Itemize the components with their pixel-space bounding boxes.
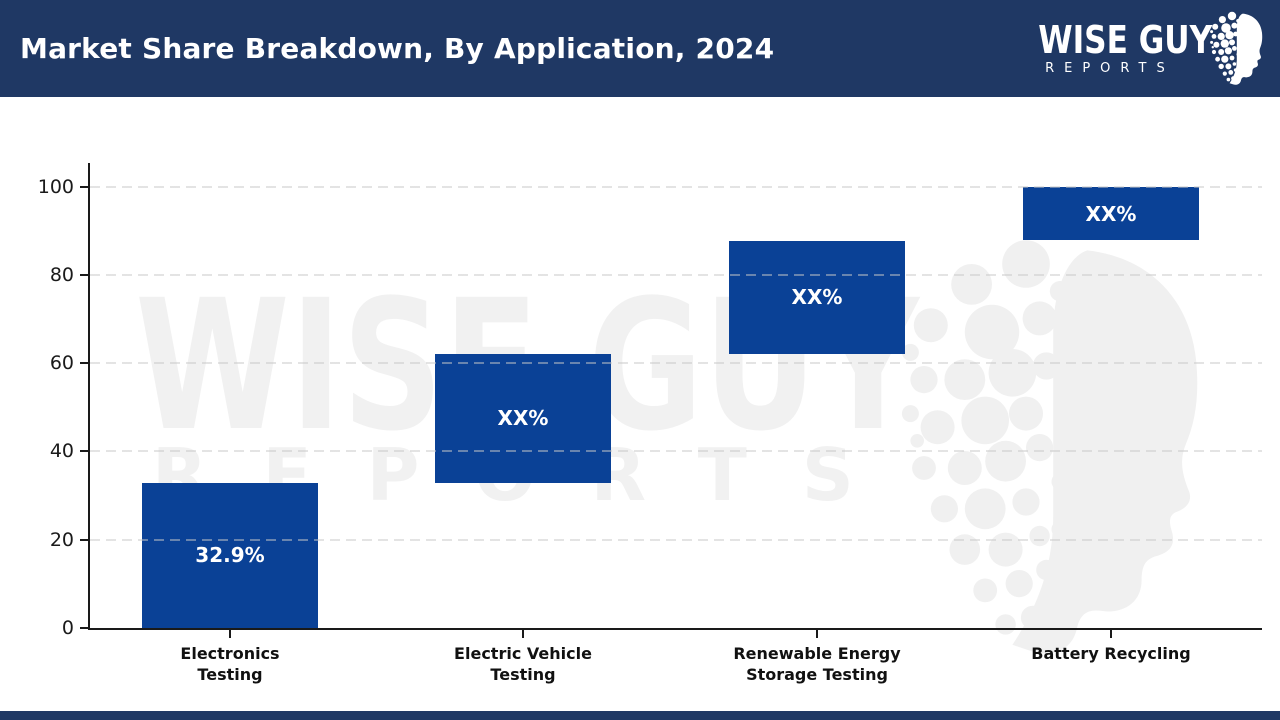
category-label-line: Electronics: [180, 644, 280, 663]
bar-value-label: 32.9%: [195, 543, 265, 568]
bar-value-label: XX%: [497, 406, 549, 431]
category-label: Electric Vehicle Testing: [373, 643, 673, 685]
page-title: Market Share Breakdown, By Application, …: [20, 32, 775, 65]
x-tick-mark: [522, 630, 524, 638]
category-label-line: Testing: [197, 665, 263, 684]
y-tick-label: 100: [37, 175, 74, 198]
category-label-line: Renewable Energy: [733, 644, 901, 663]
bar-value-label: XX%: [791, 285, 843, 310]
y-tick-label: 40: [49, 440, 74, 463]
gridline: [90, 362, 1262, 365]
wiseguy-logo: WISE GUY REPORTS: [1000, 5, 1268, 92]
category-label-line: Storage Testing: [746, 665, 888, 684]
gridline: [90, 450, 1262, 453]
y-tick-mark: [80, 538, 88, 541]
x-tick-mark: [229, 630, 231, 638]
header-bar: Market Share Breakdown, By Application, …: [0, 0, 1280, 97]
y-tick-label: 20: [49, 528, 74, 551]
logo-subtitle: REPORTS: [1045, 61, 1175, 77]
category-label-line: Battery Recycling: [1031, 644, 1191, 663]
bar-segment: [142, 482, 318, 628]
bar-segment: [729, 240, 905, 354]
logo-text: WISE GUY REPORTS: [1000, 17, 1212, 77]
y-tick-mark: [80, 273, 88, 276]
category-label-line: Electric Vehicle: [454, 644, 592, 663]
y-tick-label: 80: [49, 263, 74, 286]
y-axis-line: [88, 163, 90, 630]
footer-bar: [0, 711, 1280, 720]
gridline: [90, 185, 1262, 188]
y-tick-mark: [80, 450, 88, 453]
y-tick-label: 0: [61, 617, 74, 639]
y-tick-mark: [80, 362, 88, 365]
x-tick-mark: [816, 630, 818, 638]
y-tick-mark: [80, 185, 88, 188]
chart-area: WISE GUY REPORTS 02040608010032.9%Electr…: [0, 97, 1280, 711]
category-label-line: Testing: [490, 665, 556, 684]
y-tick-label: 60: [49, 352, 74, 375]
gridline: [90, 273, 1262, 276]
bar-segment: [1023, 186, 1199, 241]
bar-segment: [435, 353, 611, 483]
category-label: Battery Recycling: [961, 643, 1261, 664]
gridline: [90, 538, 1262, 541]
x-tick-mark: [1110, 630, 1112, 638]
category-label: Renewable Energy Storage Testing: [667, 643, 967, 685]
logo-head-icon: [1210, 11, 1263, 85]
y-tick-mark: [80, 627, 88, 629]
logo-name: WISE GUY: [1038, 17, 1212, 62]
category-label: Electronics Testing: [80, 643, 380, 685]
x-axis-line: [88, 628, 1262, 630]
bar-value-label: XX%: [1085, 201, 1137, 226]
